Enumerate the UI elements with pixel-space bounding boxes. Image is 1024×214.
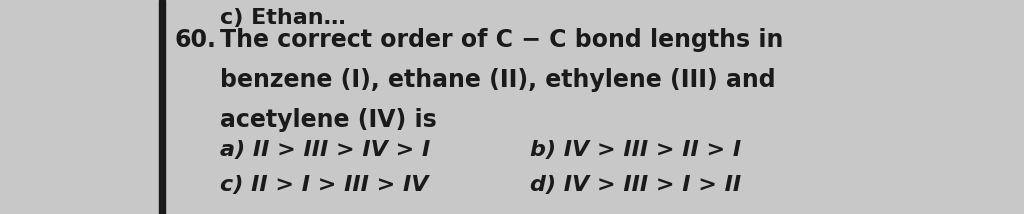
Text: benzene (I), ethane (II), ethylene (III) and: benzene (I), ethane (II), ethylene (III)… — [220, 68, 775, 92]
Bar — [159, 0, 165, 214]
Text: c) Ethan…: c) Ethan… — [220, 8, 346, 28]
Text: acetylene (IV) is: acetylene (IV) is — [220, 108, 437, 132]
Text: b) IV > III > II > I: b) IV > III > II > I — [530, 140, 741, 160]
Text: d) IV > III > I > II: d) IV > III > I > II — [530, 175, 741, 195]
Text: a) II > III > IV > I: a) II > III > IV > I — [220, 140, 430, 160]
Text: 60.: 60. — [175, 28, 217, 52]
Text: c) II > I > III > IV: c) II > I > III > IV — [220, 175, 428, 195]
Text: The correct order of C − C bond lengths in: The correct order of C − C bond lengths … — [220, 28, 783, 52]
